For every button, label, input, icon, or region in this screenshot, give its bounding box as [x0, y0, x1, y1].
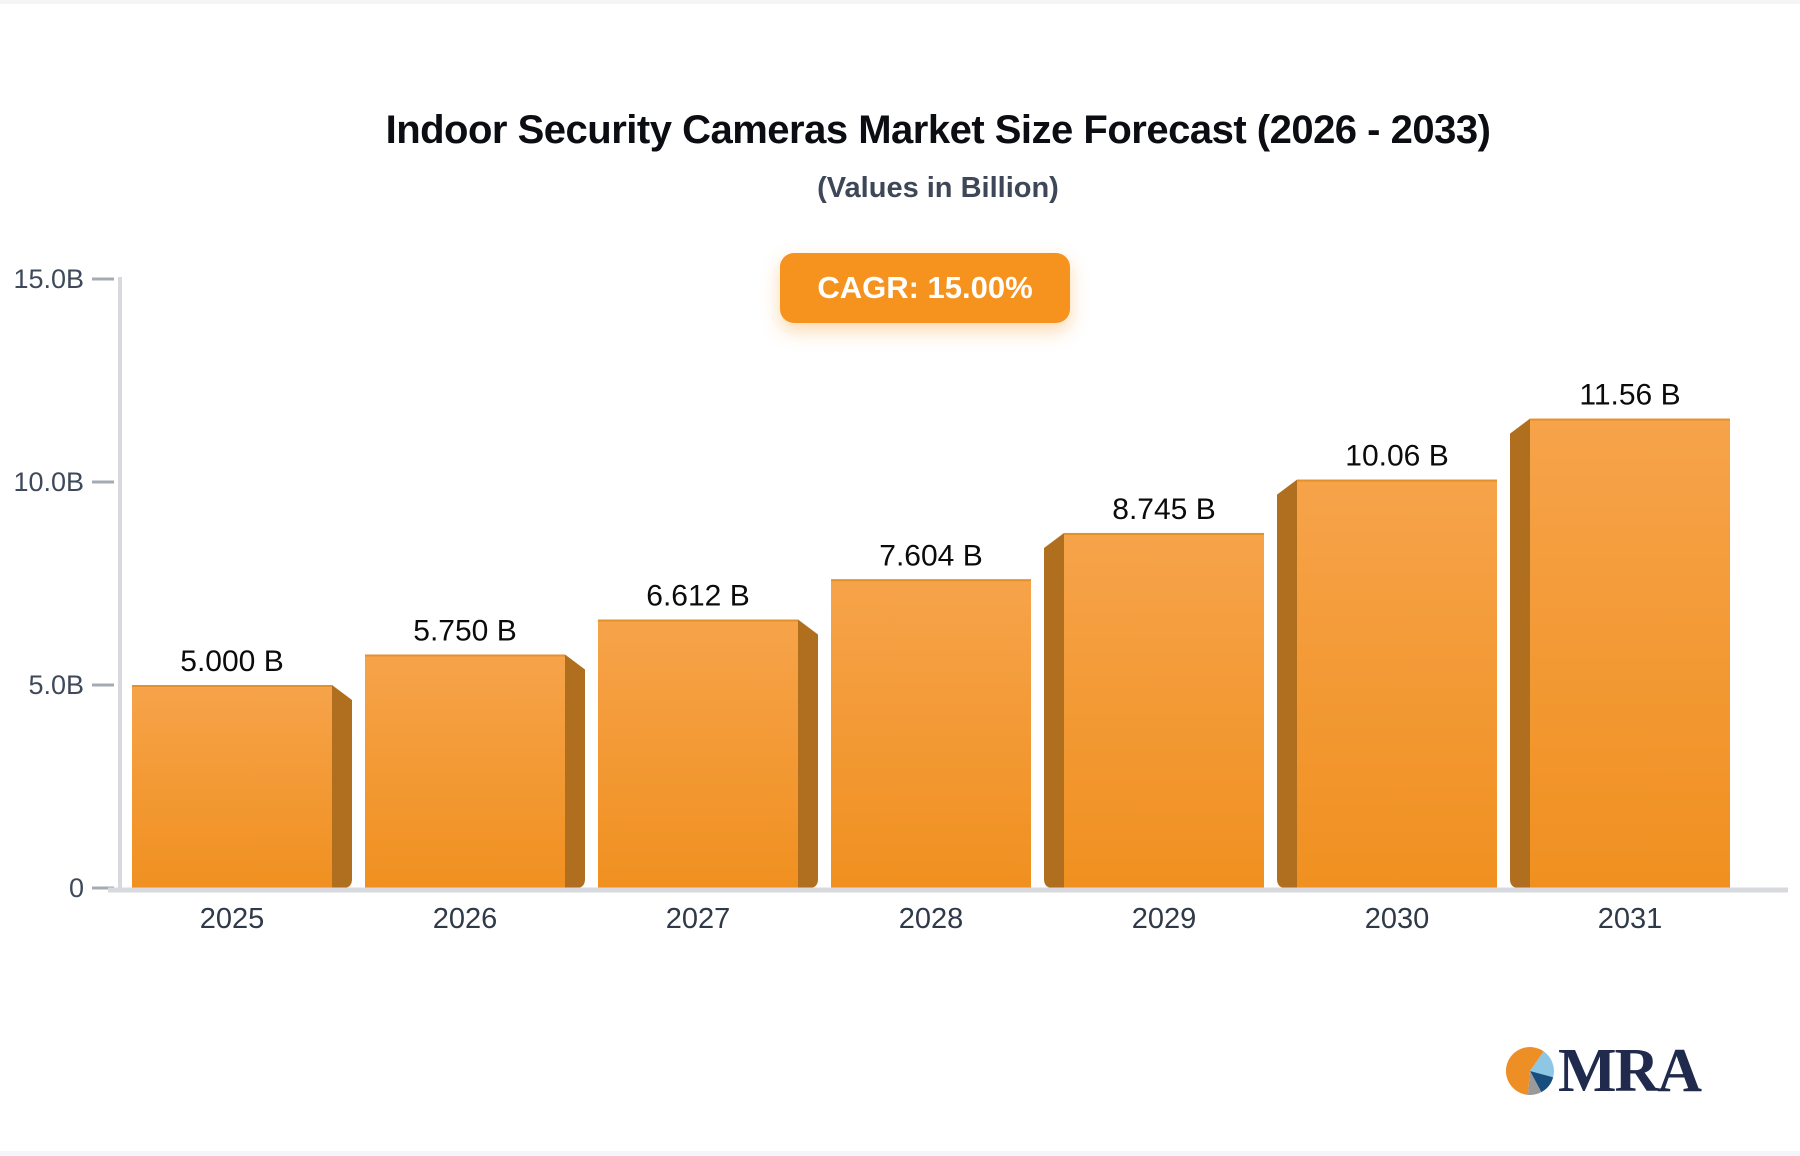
bar-value-label: 6.612 B [646, 580, 749, 613]
bar-value-label: 11.56 B [1579, 379, 1680, 412]
y-tick-label: 15.0B [13, 264, 84, 294]
logo-pie-lightblue-wedge [1530, 1051, 1554, 1078]
bar [132, 685, 332, 888]
bar [598, 619, 798, 888]
y-tick-label: 0 [69, 873, 84, 903]
brand-logo: MRA [1505, 1037, 1702, 1105]
x-axis-label: 2025 [200, 903, 265, 935]
bar [1530, 418, 1730, 888]
bottom-edge-strip [0, 1151, 1800, 1156]
chart-title: Indoor Security Cameras Market Size Fore… [385, 108, 1491, 152]
bar-side [1044, 532, 1064, 888]
logo-pie-gray-wedge [1527, 1071, 1542, 1095]
bar-value-label: 8.745 B [1112, 493, 1215, 526]
bar [831, 579, 1031, 888]
bar [1297, 479, 1497, 888]
y-tick-label: 10.0B [13, 467, 84, 497]
x-axis-label: 2026 [433, 903, 498, 935]
y-tick-label: 5.0B [28, 670, 84, 700]
cagr-badge: CAGR: 15.00% [780, 253, 1070, 323]
bar-value-label: 10.06 B [1345, 440, 1448, 473]
bar-value-label: 7.604 B [879, 539, 982, 572]
x-axis-label: 2029 [1132, 903, 1197, 935]
x-axis-label: 2027 [666, 903, 731, 935]
bar-side [565, 654, 585, 888]
top-edge-strip [0, 0, 1800, 4]
logo-pie-navy-wedge [1530, 1071, 1554, 1093]
chart-subtitle: (Values in Billion) [817, 172, 1059, 204]
x-axis-label: 2028 [899, 903, 964, 935]
brand-pie-icon [1505, 1047, 1554, 1095]
x-axis-label: 2031 [1598, 903, 1663, 935]
bar-side [798, 619, 818, 888]
bar-value-label: 5.750 B [413, 615, 516, 648]
bar-side [1510, 418, 1530, 888]
bar [1064, 532, 1264, 888]
logo-pie-orange-wedge [1505, 1047, 1544, 1095]
bar-side [1277, 479, 1297, 888]
bar-side [332, 685, 352, 888]
bar-value-label: 5.000 B [180, 645, 283, 678]
brand-text: MRA [1558, 1037, 1702, 1105]
bar [365, 654, 565, 888]
x-axis-label: 2030 [1365, 903, 1430, 935]
